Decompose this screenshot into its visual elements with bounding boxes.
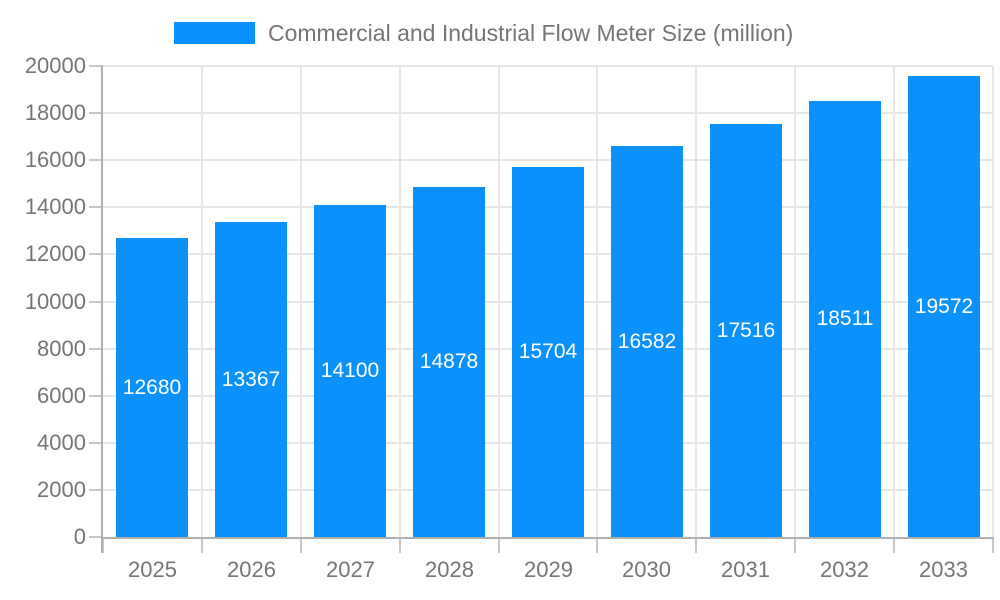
- bar[interactable]: [314, 205, 386, 537]
- bar[interactable]: [809, 101, 881, 537]
- gridline-x: [201, 66, 203, 537]
- y-axis-tick: [89, 442, 103, 444]
- gridline-x: [498, 66, 500, 537]
- y-axis-tick: [89, 65, 103, 67]
- bar[interactable]: [215, 222, 287, 537]
- x-axis-tick-label: 2029: [524, 557, 573, 582]
- y-axis-tick: [89, 489, 103, 491]
- bar[interactable]: [512, 167, 584, 537]
- bar-value-label: 12680: [122, 376, 182, 399]
- y-axis-line: [101, 66, 103, 553]
- y-axis-tick: [89, 536, 103, 538]
- bar-value-label: 13367: [221, 368, 281, 391]
- y-axis-tick: [89, 112, 103, 114]
- legend-swatch: [174, 22, 255, 44]
- y-axis-tick-label: 4000: [37, 430, 86, 455]
- gridline-x: [992, 66, 994, 537]
- x-axis-tick: [498, 537, 500, 553]
- x-axis-tick-label: 2032: [820, 557, 869, 582]
- gridline-y: [103, 65, 993, 67]
- y-axis-tick-label: 20000: [24, 53, 86, 78]
- gridline-x: [893, 66, 895, 537]
- y-axis-tick: [89, 395, 103, 397]
- y-axis-tick: [89, 206, 103, 208]
- y-axis-tick-label: 12000: [24, 241, 86, 266]
- y-axis-tick-label: 10000: [24, 289, 86, 314]
- gridline-x: [300, 66, 302, 537]
- chart-title: Commercial and Industrial Flow Meter Siz…: [268, 19, 794, 46]
- bar[interactable]: [413, 187, 485, 537]
- x-axis-line: [101, 537, 993, 539]
- x-axis-tick-label: 2025: [128, 557, 177, 582]
- bar[interactable]: [116, 238, 188, 537]
- bar-value-label: 15704: [518, 340, 578, 363]
- bar[interactable]: [710, 124, 782, 537]
- x-axis-tick: [695, 537, 697, 553]
- y-axis-tick-label: 2000: [37, 477, 86, 502]
- y-axis-tick: [89, 301, 103, 303]
- y-axis-tick-label: 16000: [24, 147, 86, 172]
- gridline-y: [103, 112, 993, 114]
- bar-value-label: 19572: [914, 295, 974, 318]
- gridline-x: [596, 66, 598, 537]
- bar-value-label: 18511: [816, 307, 874, 330]
- bar-value-label: 17516: [716, 319, 776, 342]
- gridline-x: [399, 66, 401, 537]
- legend: Commercial and Industrial Flow Meter Siz…: [174, 19, 793, 47]
- x-axis-tick: [102, 537, 104, 553]
- x-axis-tick: [794, 537, 796, 553]
- bar[interactable]: [611, 146, 683, 537]
- gridline-x: [794, 66, 796, 537]
- x-axis-tick: [893, 537, 895, 553]
- x-axis-tick: [399, 537, 401, 553]
- x-axis-tick-label: 2030: [622, 557, 671, 582]
- y-axis-tick-label: 14000: [24, 194, 86, 219]
- y-axis-tick-label: 18000: [24, 100, 86, 125]
- x-axis-tick: [201, 537, 203, 553]
- x-axis-tick-label: 2026: [227, 557, 276, 582]
- y-axis-tick: [89, 159, 103, 161]
- x-axis-tick-label: 2027: [326, 557, 375, 582]
- x-axis-tick-label: 2033: [919, 557, 968, 582]
- x-axis-tick-label: 2031: [721, 557, 770, 582]
- y-axis-tick: [89, 253, 103, 255]
- x-axis-tick: [300, 537, 302, 553]
- bar[interactable]: [908, 76, 980, 537]
- x-axis-tick: [596, 537, 598, 553]
- x-axis-tick: [992, 537, 994, 553]
- y-axis-tick-label: 8000: [37, 336, 86, 361]
- y-axis-tick: [89, 348, 103, 350]
- x-axis-tick-label: 2028: [425, 557, 474, 582]
- gridline-x: [695, 66, 697, 537]
- bar-value-label: 16582: [617, 330, 677, 353]
- bar-value-label: 14100: [320, 359, 380, 382]
- bar-value-label: 14878: [419, 350, 479, 373]
- y-axis-tick-label: 6000: [37, 383, 86, 408]
- y-axis-tick-label: 0: [73, 524, 86, 549]
- gridline-y: [103, 159, 993, 161]
